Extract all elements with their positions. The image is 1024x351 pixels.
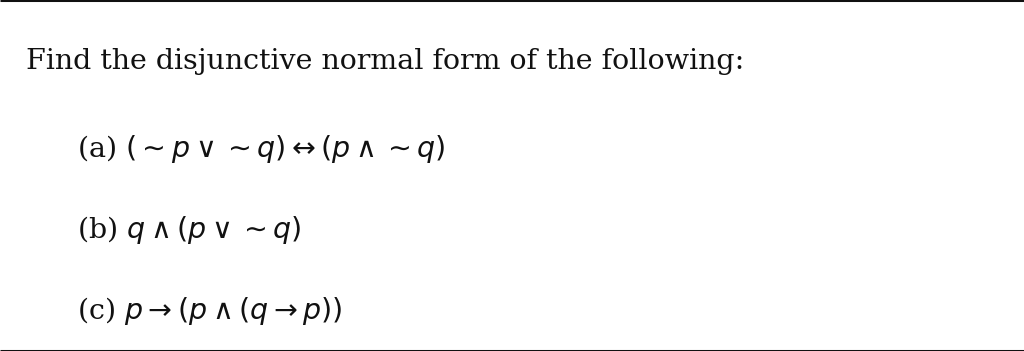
- Text: (a) $(\sim p \vee \sim q) \leftrightarrow (p \wedge \sim q)$: (a) $(\sim p \vee \sim q) \leftrightarro…: [77, 133, 445, 165]
- Text: (b) $q \wedge (p \vee \sim q)$: (b) $q \wedge (p \vee \sim q)$: [77, 214, 301, 246]
- Text: (c) $p \rightarrow (p \wedge (q \rightarrow p))$: (c) $p \rightarrow (p \wedge (q \rightar…: [77, 294, 342, 327]
- Text: Find the disjunctive normal form of the following:: Find the disjunctive normal form of the …: [26, 48, 743, 75]
